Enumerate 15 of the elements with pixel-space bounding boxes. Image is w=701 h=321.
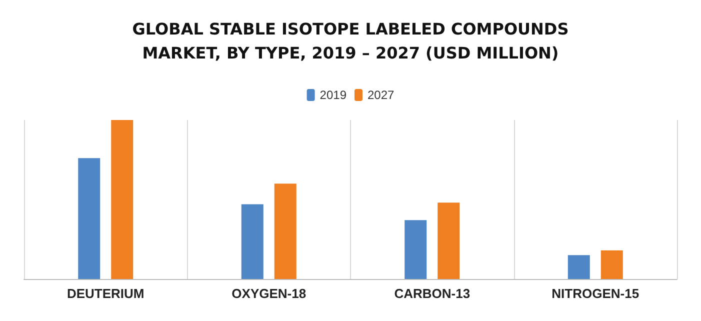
legend-label: 2019 <box>320 88 347 102</box>
legend-label: 2027 <box>368 88 395 102</box>
bar <box>111 120 134 279</box>
bar <box>241 204 264 279</box>
x-tick-label: CARBON-13 <box>394 286 470 301</box>
bar <box>404 220 427 279</box>
bar <box>568 255 590 279</box>
bar <box>274 184 296 279</box>
bar <box>600 250 623 279</box>
bar <box>78 158 100 279</box>
x-tick-label: NITROGEN-15 <box>552 286 640 301</box>
bar <box>438 202 460 279</box>
x-tick-label: DEUTERIUM <box>66 286 144 301</box>
x-tick-label: OXYGEN-18 <box>232 286 306 301</box>
chart-title: GLOBAL STABLE ISOTOPE LABELED COMPOUNDS MARKET, BY TYPE, 2019 – 2027 (USD MILLION) <box>132 20 569 62</box>
